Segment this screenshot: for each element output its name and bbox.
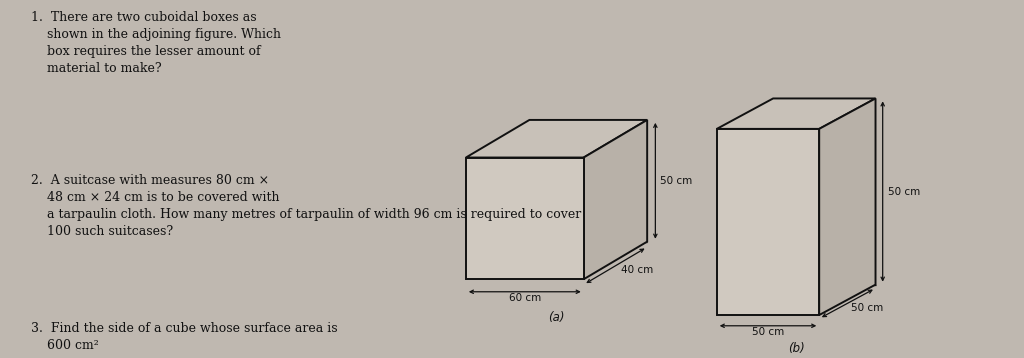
Polygon shape bbox=[717, 129, 819, 315]
Text: (b): (b) bbox=[787, 342, 805, 355]
Text: 50 cm: 50 cm bbox=[660, 176, 692, 186]
Text: 3.  Find the side of a cube whose surface area is
    600 cm²: 3. Find the side of a cube whose surface… bbox=[31, 322, 337, 352]
Polygon shape bbox=[584, 120, 647, 279]
Text: 2.  A suitcase with measures 80 cm ×
    48 cm × 24 cm is to be covered with
   : 2. A suitcase with measures 80 cm × 48 c… bbox=[31, 174, 581, 238]
Polygon shape bbox=[466, 158, 584, 279]
Text: 40 cm: 40 cm bbox=[621, 266, 652, 275]
Text: 60 cm: 60 cm bbox=[509, 293, 541, 303]
Text: (a): (a) bbox=[548, 311, 565, 324]
Polygon shape bbox=[819, 98, 876, 315]
Text: 1.  There are two cuboidal boxes as
    shown in the adjoining figure. Which
   : 1. There are two cuboidal boxes as shown… bbox=[31, 11, 281, 75]
Polygon shape bbox=[717, 98, 876, 129]
Text: 50 cm: 50 cm bbox=[888, 187, 920, 197]
Text: 50 cm: 50 cm bbox=[752, 327, 784, 337]
Text: 50 cm: 50 cm bbox=[851, 303, 884, 313]
Polygon shape bbox=[466, 120, 647, 158]
